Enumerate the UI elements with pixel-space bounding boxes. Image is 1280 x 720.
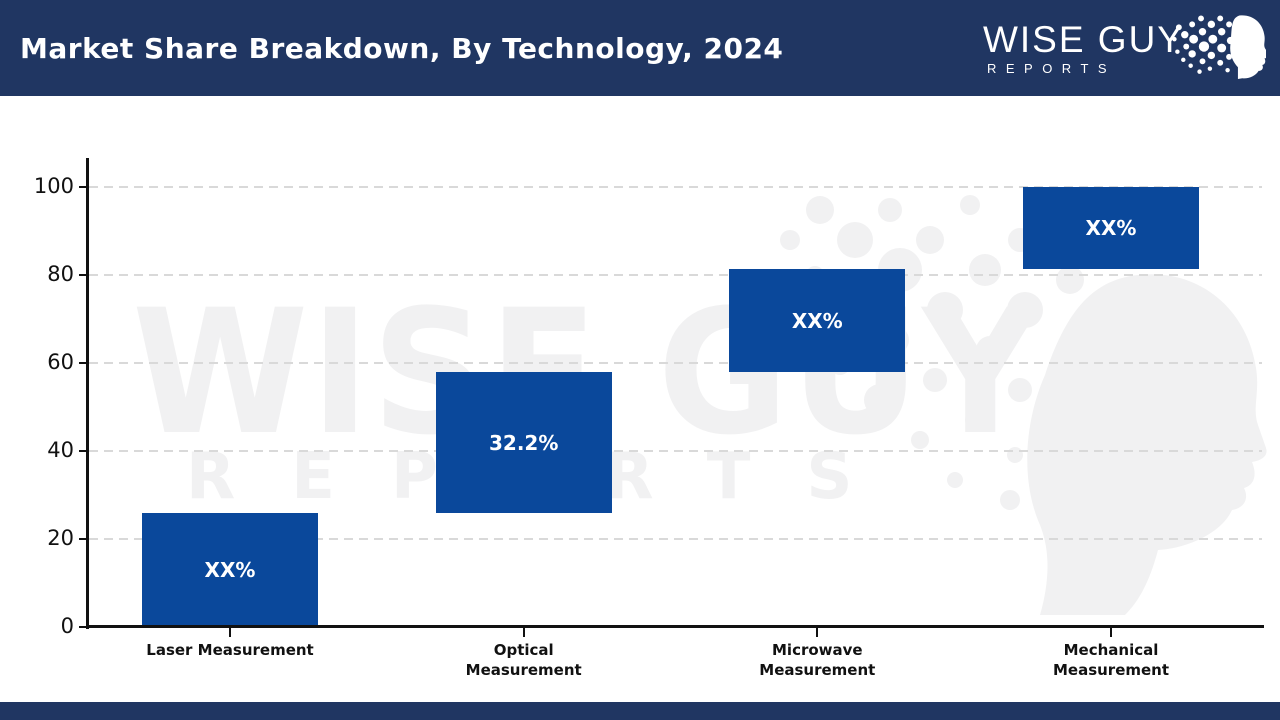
y-tick-mark — [79, 450, 87, 452]
bar-value-label: XX% — [204, 558, 256, 583]
y-tick-label: 20 — [47, 526, 74, 550]
bar-segment: 32.2% — [435, 371, 612, 514]
y-axis-line — [86, 158, 89, 629]
logo-text: WISE GUY REPORTS — [983, 21, 1184, 76]
bar-segment: XX% — [142, 513, 318, 627]
bar-segment: XX% — [729, 269, 906, 372]
x-tick-mark — [816, 628, 819, 637]
y-tick-label: 0 — [60, 614, 74, 638]
bar-value-label: 32.2% — [488, 430, 559, 455]
x-category-label: Microwave Measurement — [759, 641, 876, 679]
bar-value-label: XX% — [791, 308, 843, 333]
x-category-label: Optical Measurement — [465, 641, 582, 679]
y-tick-mark — [79, 362, 87, 364]
header-bar: Market Share Breakdown, By Technology, 2… — [0, 0, 1280, 96]
logo: WISE GUY REPORTS — [983, 0, 1266, 96]
gridline — [89, 186, 1262, 188]
gridline — [89, 362, 1262, 364]
gridline — [89, 450, 1262, 452]
x-category-label: Laser Measurement — [146, 641, 314, 659]
y-tick-mark — [79, 186, 87, 188]
bar-segment: XX% — [1023, 187, 1199, 270]
gridline — [89, 274, 1262, 276]
y-tick-mark — [79, 538, 87, 540]
y-tick-label: 100 — [33, 174, 74, 198]
y-tick-label: 40 — [47, 438, 74, 462]
bar-value-label: XX% — [1085, 216, 1137, 241]
y-tick-label: 60 — [47, 350, 74, 374]
wiseguy-head-icon — [1172, 15, 1266, 80]
x-category-label: Mechanical Measurement — [1052, 641, 1170, 679]
footer-bar — [0, 702, 1280, 720]
x-tick-mark — [229, 628, 231, 637]
y-tick-label: 80 — [47, 262, 74, 286]
x-axis-line — [86, 625, 1264, 628]
logo-wordmark: WISE GUY — [982, 18, 1184, 60]
gridline — [89, 538, 1262, 540]
x-tick-mark — [522, 628, 525, 637]
page-title: Market Share Breakdown, By Technology, 2… — [20, 31, 784, 65]
x-tick-mark — [1110, 628, 1112, 637]
y-tick-mark — [79, 274, 87, 276]
y-tick-mark — [79, 626, 87, 628]
logo-subtitle: REPORTS — [986, 60, 1117, 76]
